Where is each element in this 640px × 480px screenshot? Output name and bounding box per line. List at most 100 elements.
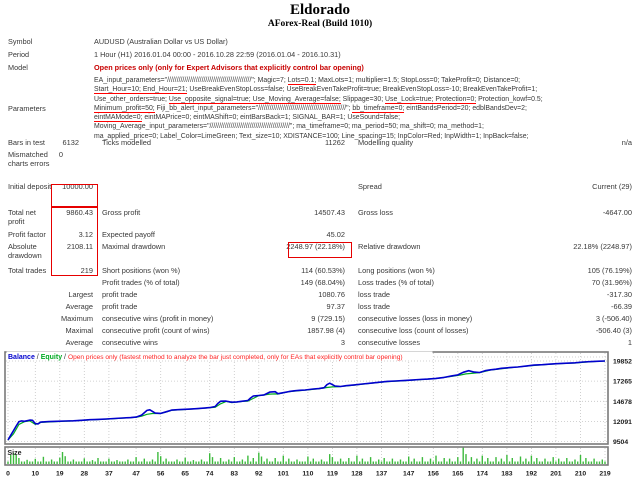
stats-row: Bars in test 6132 Ticks modelled 11262 Model… xyxy=(8,138,632,150)
stats-label: consecutive wins xyxy=(102,338,158,347)
stats-value: -4647.00 xyxy=(602,208,632,217)
svg-text:128: 128 xyxy=(351,471,363,478)
parameters-line: Minimum_profit=50; Fiji_bb_alert_input_p… xyxy=(94,104,527,113)
stats-row: Profit trades (% of total) 149 (68.04%) Lo… xyxy=(8,278,632,290)
svg-text:192: 192 xyxy=(526,471,538,478)
svg-text:10: 10 xyxy=(32,471,40,478)
stats-value: 1857.98 (4) xyxy=(307,326,345,335)
stats-label: Absolute drawdown xyxy=(8,242,42,261)
stats-value: 219 xyxy=(80,266,93,275)
stats-label: loss trade xyxy=(358,302,391,311)
svg-text:137: 137 xyxy=(376,471,388,478)
stats-value: 2248.97 (22.18%) xyxy=(286,242,345,251)
svg-text:174: 174 xyxy=(477,471,489,478)
stats-label: Gross profit xyxy=(102,208,141,217)
svg-text:219: 219 xyxy=(599,471,611,478)
period-label: Period xyxy=(8,50,30,59)
stats-label: Spread xyxy=(358,182,382,191)
balance-equity-chart: 19852 17265 14678 12091 9504 Balance / Equity… xyxy=(4,351,632,478)
svg-text:0: 0 xyxy=(6,471,10,478)
stats-label: profit trade xyxy=(102,290,138,299)
info-row-period: Period 1 Hour (H1) 2016.01.04 00:00 - 20… xyxy=(8,50,632,63)
svg-text:47: 47 xyxy=(132,471,140,478)
parameters-line: ma_applied_price=0; Label_Color=LimeGree… xyxy=(94,132,529,140)
stats-row: Maximum consecutive wins (profit in money… xyxy=(8,314,632,326)
svg-text:165: 165 xyxy=(452,471,464,478)
stats-label: Maximal drawdown xyxy=(102,242,166,251)
stats-value: Average xyxy=(65,302,93,311)
svg-text:201: 201 xyxy=(550,471,562,478)
stats-label: Profit factor xyxy=(8,230,46,239)
stats-label: Loss trades (% of total) xyxy=(358,278,434,287)
stats-label: Ticks modelled xyxy=(102,138,152,147)
stats-label: consecutive loss (count of losses) xyxy=(358,326,469,335)
stats-label: Relative drawdown xyxy=(358,242,421,251)
svg-text:65: 65 xyxy=(181,471,189,478)
stats-row: Maximal consecutive profit (count of wins… xyxy=(8,326,632,338)
svg-text:19: 19 xyxy=(56,471,64,478)
stats-value: 6132 xyxy=(62,138,79,147)
svg-text:9504: 9504 xyxy=(613,439,628,446)
stats-label: Bars in test xyxy=(8,138,45,147)
stats-value: 14507.43 xyxy=(314,208,345,217)
svg-text:17265: 17265 xyxy=(613,379,632,386)
report-stats-table: Bars in test 6132 Ticks modelled 11262 Model… xyxy=(8,138,632,350)
svg-text:156: 156 xyxy=(428,471,440,478)
svg-text:19852: 19852 xyxy=(613,359,632,366)
parameters-line: eintMAMode=0; eintMAPrice=0; eintMAShift… xyxy=(94,114,401,123)
stats-label: Total net profit xyxy=(8,208,36,227)
stats-label: Initial deposit xyxy=(8,182,52,191)
stats-row: Total net profit 9860.43 Gross profit 14507… xyxy=(8,208,632,230)
model-value: Open prices only (only for Expert Adviso… xyxy=(94,63,364,72)
stats-label: Expected payoff xyxy=(102,230,155,239)
svg-text:92: 92 xyxy=(255,471,263,478)
svg-text:110: 110 xyxy=(302,471,313,478)
stats-value: Maximum xyxy=(60,314,93,323)
stats-value: -66.39 xyxy=(611,302,632,311)
parameters-line: EA_input_parameters="///////////////////… xyxy=(94,77,521,85)
stats-value: 97.37 xyxy=(326,302,346,311)
stats-value: Maximal xyxy=(65,326,93,335)
svg-text:183: 183 xyxy=(501,471,513,478)
symbol-value: AUDUSD (Australian Dollar vs US Dollar) xyxy=(94,37,228,46)
report-title: Eldorado xyxy=(289,2,350,18)
stats-row: Profit factor 3.12 Expected payoff 45.02 xyxy=(8,230,632,242)
stats-value: 45.02 xyxy=(326,230,346,239)
info-row-parameters: Parameters EA_input_parameters="////////… xyxy=(8,76,632,141)
stats-value: 3 xyxy=(340,338,345,347)
svg-text:37: 37 xyxy=(105,471,113,478)
stats-row: Average profit trade 97.37 loss trade -66.39 xyxy=(8,302,632,314)
svg-text:12091: 12091 xyxy=(613,419,632,426)
stats-value: 1 xyxy=(627,338,632,347)
stats-label: Mismatched charts errors xyxy=(8,150,50,169)
stats-value: 105 (76.19%) xyxy=(587,266,632,275)
stats-row: Mismatched charts errors 0 xyxy=(8,150,632,182)
svg-text:119: 119 xyxy=(327,471,338,478)
stats-label: consecutive losses (loss in money) xyxy=(358,314,473,323)
parameters-line: Moving_Average_input_parameters="///////… xyxy=(94,123,484,131)
parameters-line: Start_Hour=10; End_Hour=21; UseBreakEven… xyxy=(94,86,538,95)
stats-row: Largest profit trade 1080.76 loss trade -317… xyxy=(8,290,632,302)
stats-value: 70 (31.96%) xyxy=(591,278,632,287)
stats-value: Largest xyxy=(68,290,93,299)
info-row-model: Model Open prices only (only for Expert … xyxy=(8,63,632,76)
stats-row: Absolute drawdown 2108.11 Maximal drawdown… xyxy=(8,242,632,266)
stats-value: n/a xyxy=(621,138,632,147)
chart-legend: Balance / Equity / Open prices only (fas… xyxy=(8,354,403,361)
parameters-value: EA_input_parameters="///////////////////… xyxy=(94,76,632,141)
stats-label: loss trade xyxy=(358,290,391,299)
period-value: 1 Hour (H1) 2016.01.04 00:00 - 2016.10.2… xyxy=(94,50,341,59)
stats-label: profit trade xyxy=(102,302,138,311)
stats-value: 3.12 xyxy=(78,230,93,239)
info-row-symbol: Symbol AUDUSD (Australian Dollar vs US D… xyxy=(8,37,632,50)
stats-value: 9860.43 xyxy=(66,208,93,217)
stats-row: Total trades 219 Short positions (won %) 11… xyxy=(8,266,632,278)
svg-text:101: 101 xyxy=(278,471,290,478)
stats-value: 9 (729.15) xyxy=(311,314,345,323)
stats-label: Gross loss xyxy=(358,208,393,217)
stats-label: Profit trades (% of total) xyxy=(102,278,180,287)
svg-text:210: 210 xyxy=(575,471,587,478)
symbol-label: Symbol xyxy=(8,37,33,46)
svg-text:56: 56 xyxy=(157,471,165,478)
